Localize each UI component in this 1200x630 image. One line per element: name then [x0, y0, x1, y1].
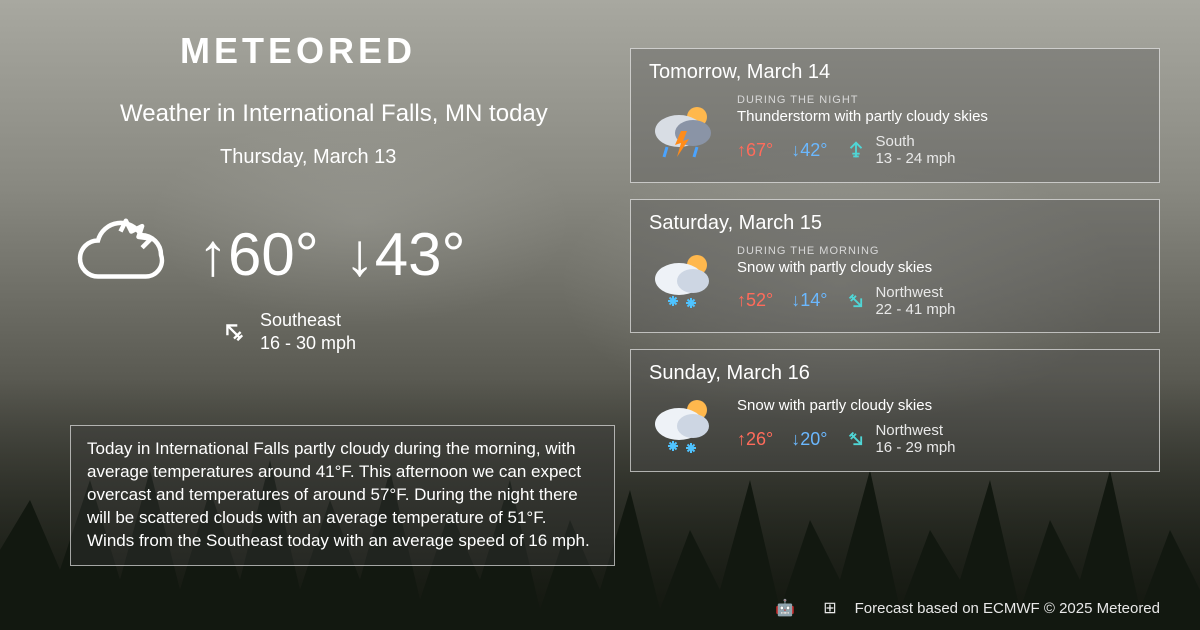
forecast-wind: Northwest 22 - 41 mph	[845, 284, 955, 319]
brand-logo: METEORED	[180, 30, 610, 72]
forecast-card[interactable]: Sunday, March 16 Snow with partly cloudy…	[630, 349, 1160, 472]
today-low: 43°	[345, 220, 466, 289]
forecast-period: DURING THE MORNING	[737, 245, 1141, 257]
forecast-low: 20°	[791, 429, 827, 450]
forecast-condition: Thunderstorm with partly cloudy skies	[737, 108, 1141, 125]
windows-icon: ⊞	[823, 598, 836, 618]
today-high: 60°	[198, 220, 319, 289]
today-wind-range: 16 - 30 mph	[260, 332, 356, 355]
forecast-condition: Snow with partly cloudy skies	[737, 259, 1141, 276]
wind-arrow-icon	[845, 139, 867, 161]
forecast-date: Tomorrow, March 14	[649, 61, 1141, 84]
forecast-date: Sunday, March 16	[649, 362, 1141, 385]
footer-credit: Forecast based on ECMWF © 2025 Meteored	[855, 600, 1160, 617]
wind-arrow-icon	[214, 312, 254, 352]
today-wind-dir: Southeast	[260, 309, 356, 332]
forecast-wind: South 13 - 24 mph	[845, 133, 955, 168]
snow-partly-icon	[649, 251, 719, 311]
forecast-high: 52°	[737, 290, 773, 311]
forecast-date: Saturday, March 15	[649, 212, 1141, 235]
forecast-wind: Northwest 16 - 29 mph	[845, 422, 955, 457]
footer: 🤖 ⊞ Forecast based on ECMWF © 2025 Meteo…	[775, 598, 1160, 618]
thunderstorm-icon	[649, 101, 719, 161]
wind-arrow-icon	[841, 424, 872, 455]
forecast-high: 26°	[737, 429, 773, 450]
forecast-card[interactable]: Saturday, March 15 DURING THE MORNING Sn…	[630, 199, 1160, 334]
android-icon: 🤖	[775, 598, 795, 618]
snow-partly-icon	[649, 396, 719, 456]
forecast-list: Tomorrow, March 14 DURING THE NIGHT Thun…	[630, 48, 1160, 472]
today-wind: Southeast 16 - 30 mph	[220, 309, 610, 354]
forecast-condition: Snow with partly cloudy skies	[737, 397, 1141, 414]
location-title: Weather in International Falls, MN today	[120, 100, 610, 128]
partly-cloudy-icon	[70, 209, 180, 299]
wind-arrow-icon	[841, 285, 872, 316]
forecast-period: DURING THE NIGHT	[737, 94, 1141, 106]
today-date: Thursday, March 13	[220, 146, 610, 169]
today-description: Today in International Falls partly clou…	[70, 425, 615, 566]
today-hero: 60° 43°	[70, 209, 610, 299]
forecast-low: 14°	[791, 290, 827, 311]
forecast-high: 67°	[737, 140, 773, 161]
forecast-low: 42°	[791, 140, 827, 161]
forecast-card[interactable]: Tomorrow, March 14 DURING THE NIGHT Thun…	[630, 48, 1160, 183]
